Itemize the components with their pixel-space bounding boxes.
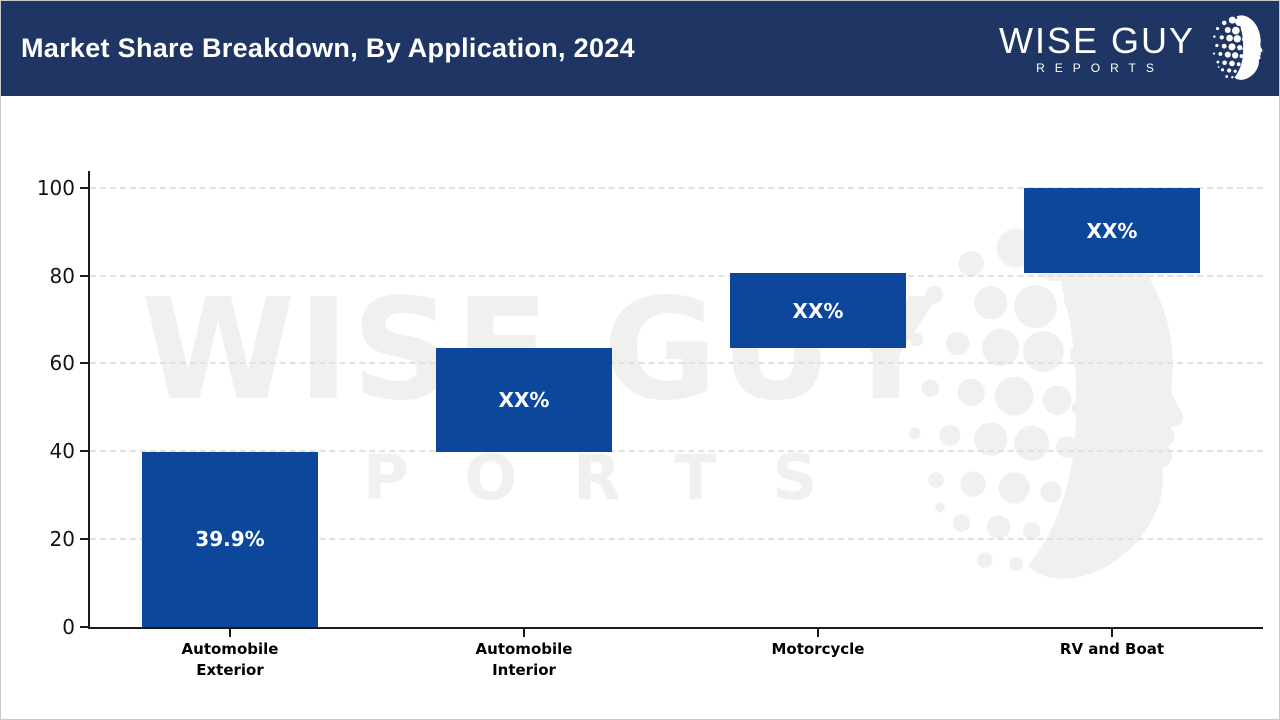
gridline (90, 186, 1263, 189)
logo-line2: REPORTS (1036, 61, 1164, 75)
bar: XX% (436, 348, 612, 452)
category-label: RV and Boat (1002, 639, 1222, 660)
x-axis-tick-mark (1111, 629, 1113, 637)
bar-value-label: XX% (792, 298, 844, 323)
bar-value-label: 39.9% (195, 527, 265, 552)
gridline (90, 274, 1263, 277)
y-axis-line (88, 171, 90, 629)
category-label-line: Automobile (181, 640, 279, 658)
category-label-line: Interior (492, 661, 556, 679)
bar: XX% (1024, 187, 1200, 274)
y-axis-tick-label: 20 (49, 527, 75, 552)
gridline (90, 538, 1263, 541)
y-axis-tick-mark (80, 626, 88, 628)
chart-title: Market Share Breakdown, By Application, … (21, 33, 635, 63)
gridline (90, 362, 1263, 365)
header: Market Share Breakdown, By Application, … (1, 1, 1279, 96)
y-axis-tick-label: 60 (49, 351, 75, 376)
y-axis-tick-label: 0 (62, 615, 75, 639)
x-axis-tick-mark (229, 629, 231, 637)
y-axis-tick-mark (80, 450, 88, 453)
category-label: Automobile Exterior (120, 639, 340, 681)
bar: 39.9% (142, 451, 318, 627)
x-axis-tick-mark (817, 629, 819, 637)
x-axis-line (88, 627, 1263, 629)
category-label-line: RV and Boat (1059, 640, 1165, 658)
x-axis-tick-mark (523, 629, 525, 637)
logo-wordmark: WISE GUY REPORTS (998, 20, 1195, 75)
category-label-line: Automobile (475, 640, 573, 658)
gridline (90, 450, 1263, 453)
y-axis-tick-mark (80, 274, 88, 277)
y-axis-tick-mark (80, 186, 88, 189)
brand-logo: WISE GUY REPORTS (999, 8, 1263, 90)
y-axis-tick-label: 100 (36, 175, 75, 200)
bar-value-label: XX% (498, 387, 550, 412)
category-label-line: Motorcycle (771, 640, 865, 658)
bar: XX% (730, 273, 906, 349)
category-label: Automobile Interior (414, 639, 634, 681)
logo-head-icon (1189, 8, 1263, 90)
y-axis-tick-mark (80, 362, 88, 365)
y-axis-tick-label: 80 (49, 263, 75, 288)
y-axis-tick-label: 40 (49, 439, 75, 464)
bar-value-label: XX% (1086, 218, 1138, 243)
category-label: Motorcycle (708, 639, 928, 660)
y-axis-tick-mark (80, 538, 88, 541)
category-label-line: Exterior (196, 661, 264, 679)
logo-line1: WISE GUY (998, 20, 1195, 61)
